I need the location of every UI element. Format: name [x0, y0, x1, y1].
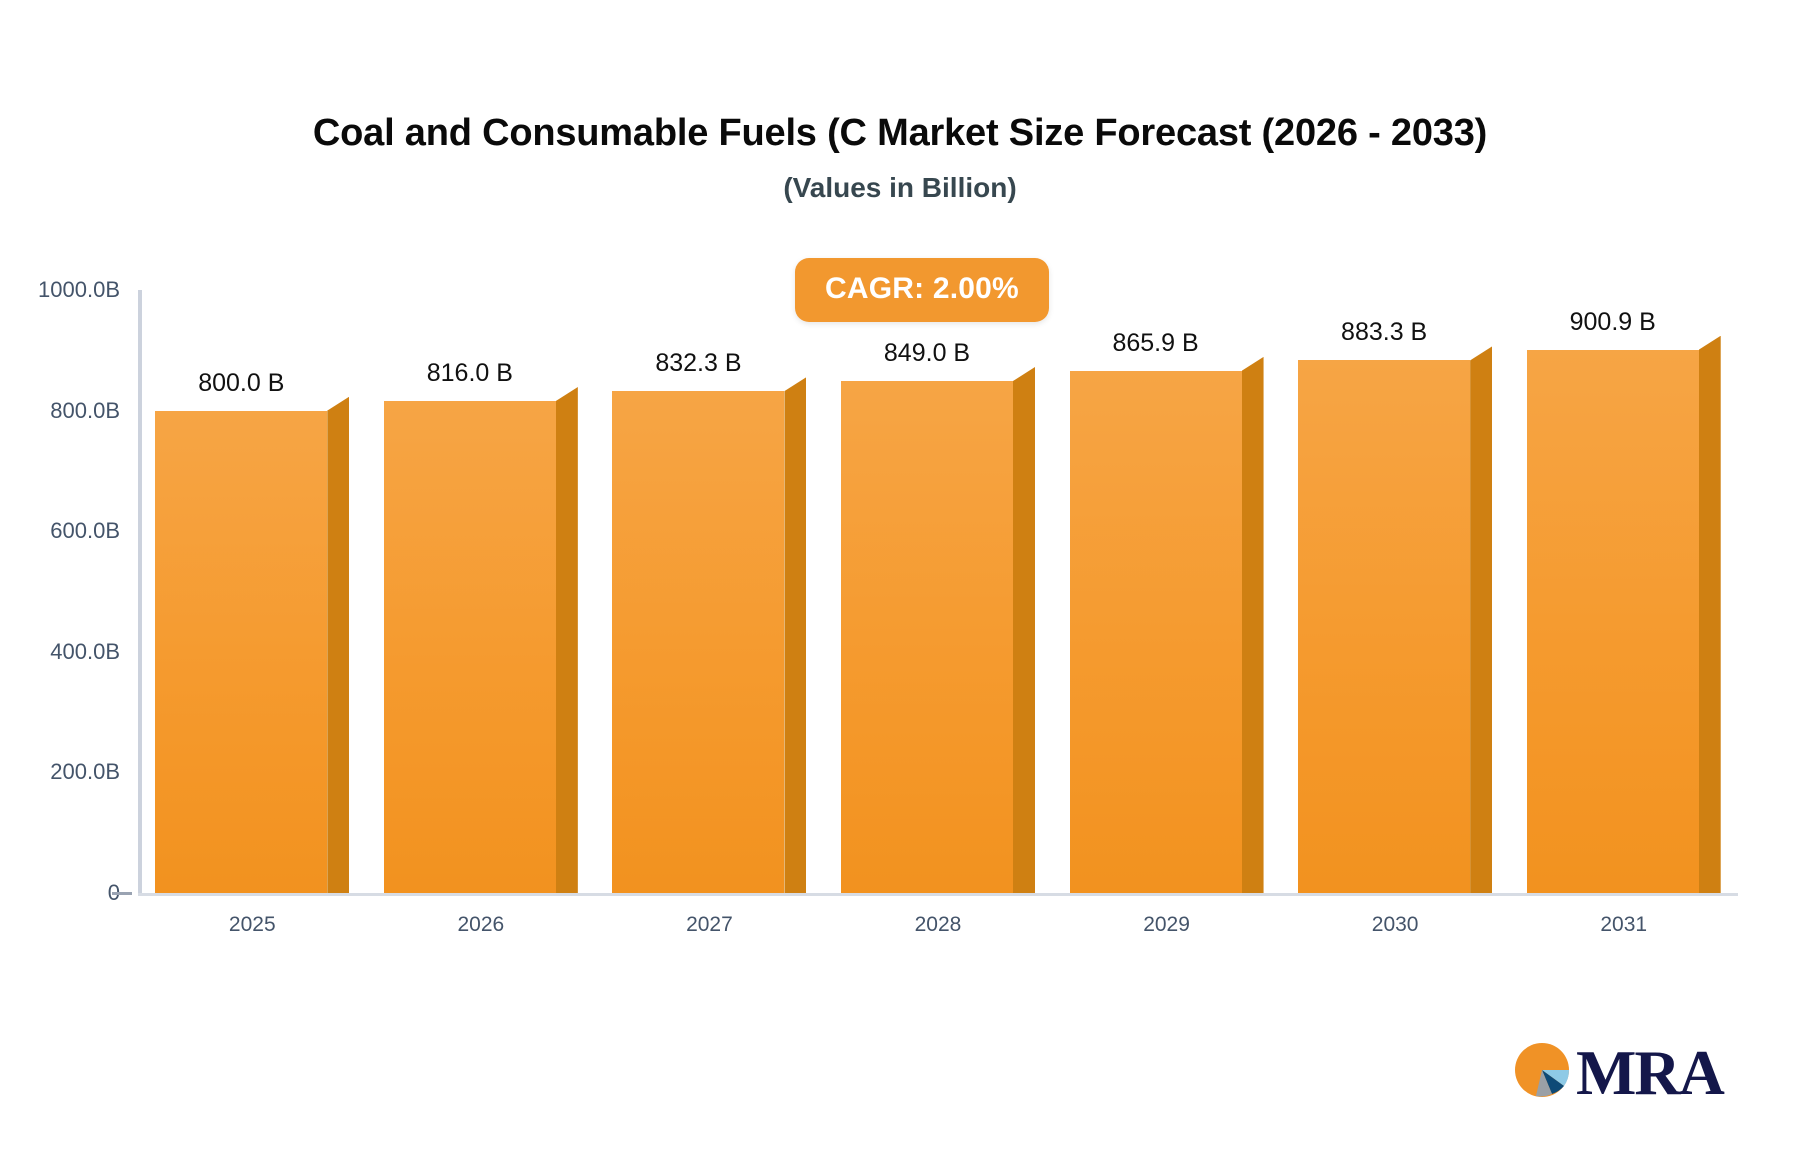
bar-side-face: [555, 386, 578, 893]
bar-value-label: 832.3 B: [655, 349, 742, 378]
bar-side-face: [1013, 367, 1035, 893]
bar-value-label: 800.0 B: [198, 368, 285, 397]
bar-side-face: [1241, 356, 1264, 893]
chart-subtitle: (Values in Billion): [783, 172, 1017, 203]
cagr-badge: CAGR: 2.00%: [795, 258, 1049, 322]
bar-side-face: [1698, 335, 1721, 893]
bar-face: [1526, 349, 1699, 893]
bar-value-label: 816.0 B: [426, 358, 513, 387]
bar-face: [612, 391, 785, 893]
bar-2026[interactable]: [383, 386, 578, 893]
x-axis-tick-label: 2027: [686, 913, 733, 936]
bar-value-label: 883.3 B: [1341, 318, 1428, 347]
bar-value-label: 900.9 B: [1569, 307, 1656, 336]
bar-2029[interactable]: [1069, 356, 1264, 893]
x-axis-tick-label: 2025: [228, 913, 276, 936]
bar-side-face: [784, 377, 807, 893]
y-axis-tick-label: 400.0B: [50, 638, 120, 664]
x-axis-tick-label: 2029: [1143, 913, 1190, 936]
bar-2025[interactable]: [155, 396, 350, 893]
x-axis-tick-label: 2031: [1600, 913, 1648, 936]
y-axis-tick-label: 600.0B: [50, 518, 120, 544]
bar-face: [1298, 360, 1471, 893]
bar-2028[interactable]: [841, 367, 1035, 893]
bar-face: [841, 381, 1013, 893]
bar-face: [155, 410, 328, 893]
x-axis-line: [138, 893, 1738, 896]
x-axis-tick-label: 2026: [457, 913, 505, 936]
logo-text: MRA: [1576, 1036, 1725, 1108]
x-axis-tick-label: 2030: [1371, 913, 1419, 936]
bar-2031[interactable]: [1526, 335, 1721, 893]
y-axis-zero-tick: [112, 892, 132, 895]
chart-title: Coal and Consumable Fuels (C Market Size…: [312, 112, 1488, 154]
x-axis-tick-label: 2028: [914, 913, 962, 936]
y-axis-tick-label: 800.0B: [50, 397, 120, 423]
bars-layer: 800.0 B 2025 816.0 B 2026 832.3 B 2027 849.0 B…: [138, 0, 1738, 1156]
brand-logo: MRA: [1512, 1036, 1725, 1108]
bar-face: [1069, 370, 1242, 893]
y-axis-line: [138, 290, 142, 895]
bar-value-label: 865.9 B: [1112, 328, 1199, 357]
bar-side-face: [327, 396, 350, 893]
bar-2027[interactable]: [612, 377, 807, 893]
bar-face: [383, 400, 556, 893]
y-axis-tick-label: 200.0B: [50, 759, 120, 785]
y-axis-tick-label: 1000.0B: [38, 277, 120, 302]
pie-chart-icon: [1512, 1040, 1572, 1105]
bar-value-label: 849.0 B: [883, 339, 971, 368]
bar-side-face: [1470, 346, 1493, 893]
bar-2030[interactable]: [1298, 346, 1493, 893]
